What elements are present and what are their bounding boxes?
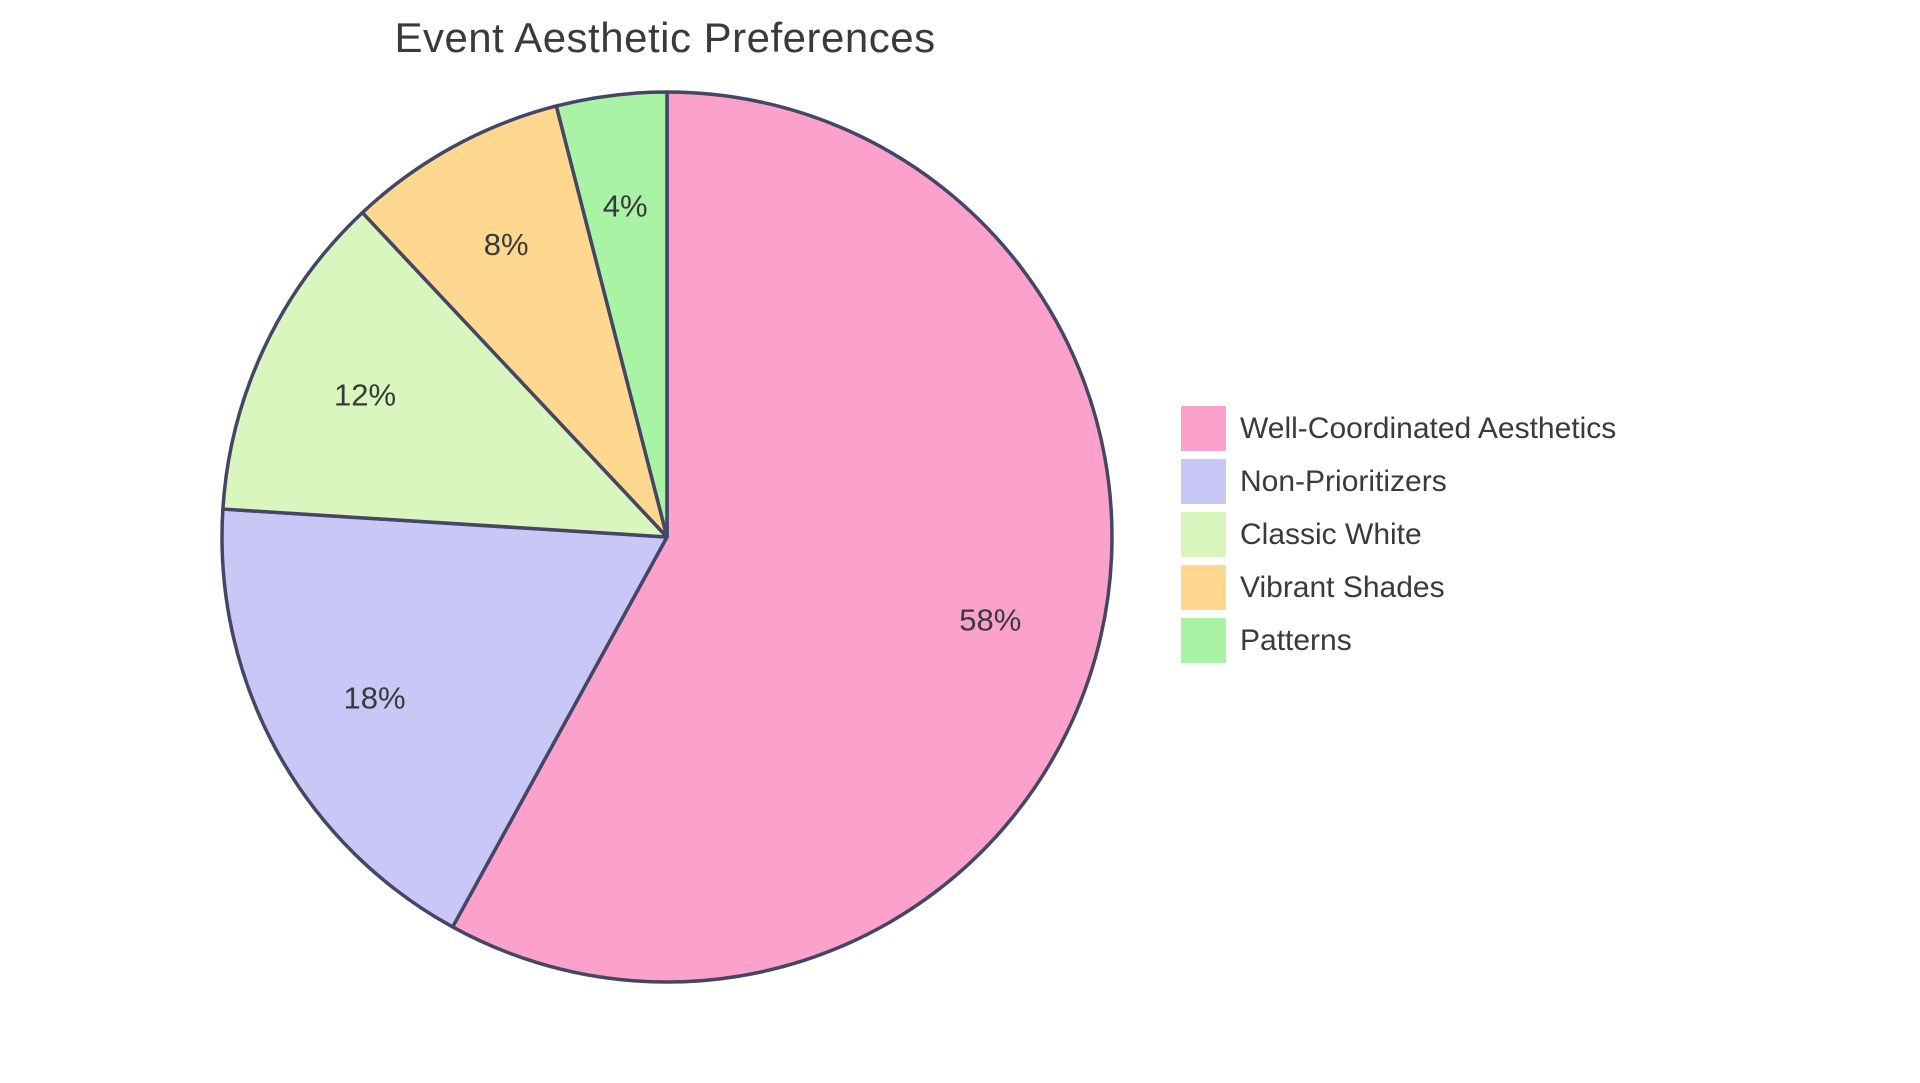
pie-slice-2: [221, 210, 669, 539]
slice-percent-label: 8%: [484, 227, 529, 262]
chart-title: Event Aesthetic Preferences: [394, 14, 936, 61]
legend-item: Patterns: [1181, 618, 1616, 663]
pie-slice-4: [554, 90, 669, 539]
slice-percent-label: 58%: [959, 603, 1021, 638]
legend-label: Classic White: [1240, 517, 1422, 551]
legend-label: Patterns: [1240, 623, 1352, 657]
legend-swatch: [1181, 618, 1226, 663]
slice-percent-label: 12%: [334, 377, 396, 412]
legend-label: Well-Coordinated Aesthetics: [1240, 411, 1617, 445]
legend: Well-Coordinated Aesthetics Non-Prioritiz…: [1181, 406, 1616, 663]
slice-percent-label: 4%: [603, 188, 648, 223]
legend-swatch: [1181, 565, 1226, 610]
legend-item: Vibrant Shades: [1181, 565, 1616, 610]
legend-label: Non-Prioritizers: [1240, 464, 1447, 498]
slice-percent-label: 18%: [343, 680, 405, 715]
legend-label: Vibrant Shades: [1240, 570, 1445, 604]
pie-slice-0: [450, 90, 1114, 984]
legend-item: Non-Prioritizers: [1181, 459, 1616, 504]
legend-swatch: [1181, 406, 1226, 451]
legend-swatch: [1181, 459, 1226, 504]
pie-slice-3: [360, 104, 669, 539]
legend-swatch: [1181, 512, 1226, 557]
legend-item: Well-Coordinated Aesthetics: [1181, 406, 1616, 451]
pie-slice-1: [220, 507, 669, 929]
legend-item: Classic White: [1181, 512, 1616, 557]
